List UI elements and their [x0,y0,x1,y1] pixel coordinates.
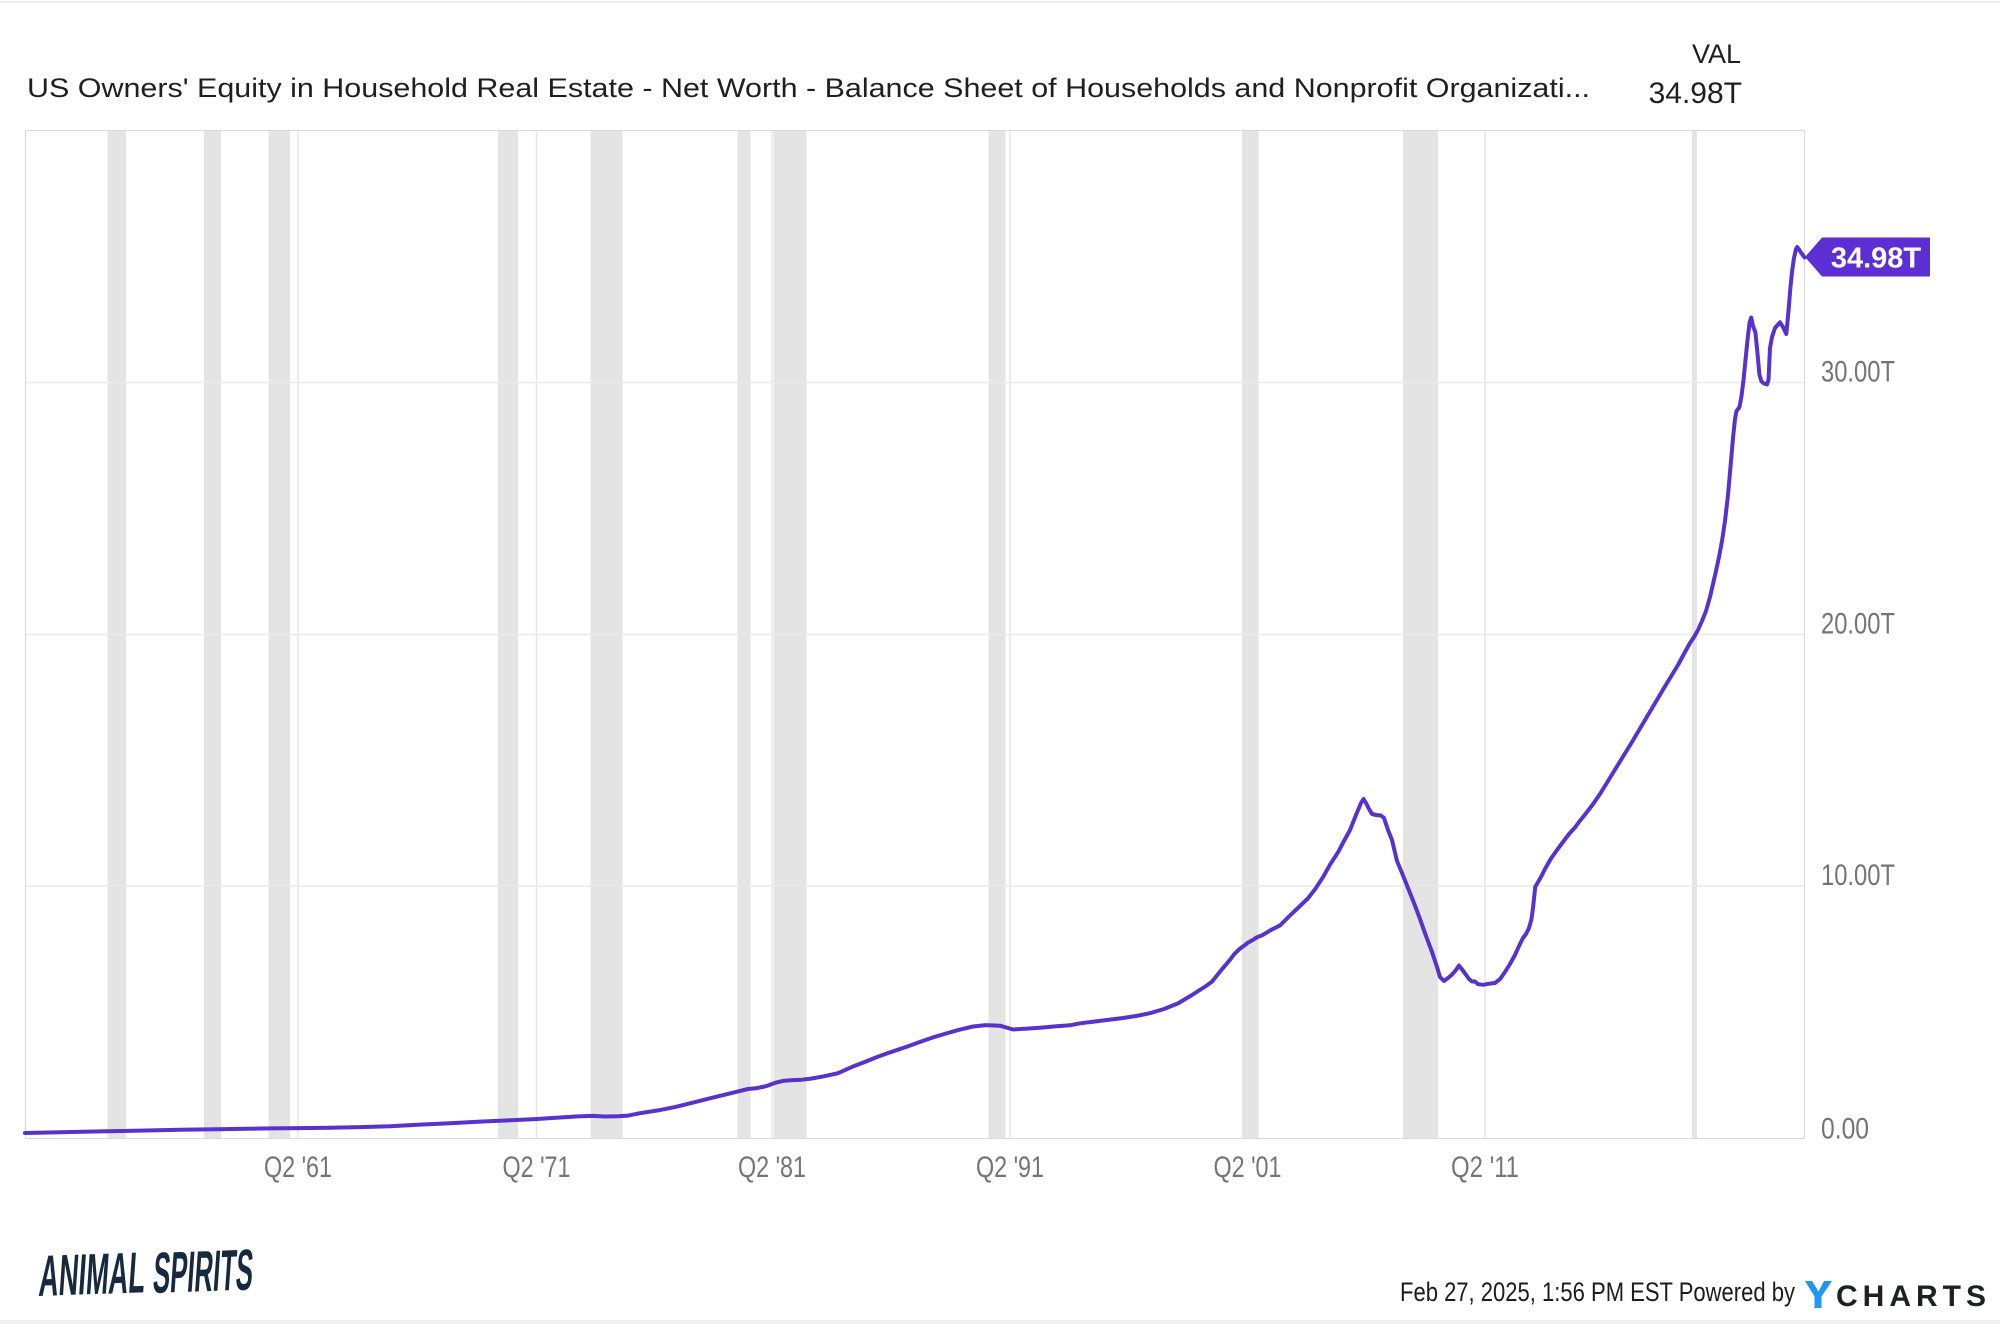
svg-text:10.00T: 10.00T [1821,859,1895,892]
svg-text:Q2 '01: Q2 '01 [1214,1151,1282,1184]
svg-text:20.00T: 20.00T [1821,608,1895,641]
svg-text:Q2 '11: Q2 '11 [1451,1151,1519,1184]
svg-text:30.00T: 30.00T [1821,356,1895,389]
svg-text:CHARTS: CHARTS [1836,1280,1991,1313]
svg-text:SPIRITS: SPIRITS [151,1238,255,1307]
svg-text:34.98T: 34.98T [1831,243,1922,275]
svg-text:ANIMAL: ANIMAL [37,1240,147,1309]
svg-text:Q2 '81: Q2 '81 [738,1151,806,1184]
svg-text:Feb 27, 2025, 1:56 PM EST Powe: Feb 27, 2025, 1:56 PM EST Powered by [1400,1277,1795,1307]
svg-text:Q2 '91: Q2 '91 [976,1151,1044,1184]
svg-text:Q2 '71: Q2 '71 [503,1151,571,1184]
svg-text:Q2 '61: Q2 '61 [264,1151,332,1184]
svg-text:34.98T: 34.98T [1649,77,1742,110]
svg-text:0.00: 0.00 [1821,1113,1869,1146]
svg-text:VAL: VAL [1692,39,1741,69]
svg-text:US Owners' Equity in Household: US Owners' Equity in Household Real Esta… [27,73,1590,103]
